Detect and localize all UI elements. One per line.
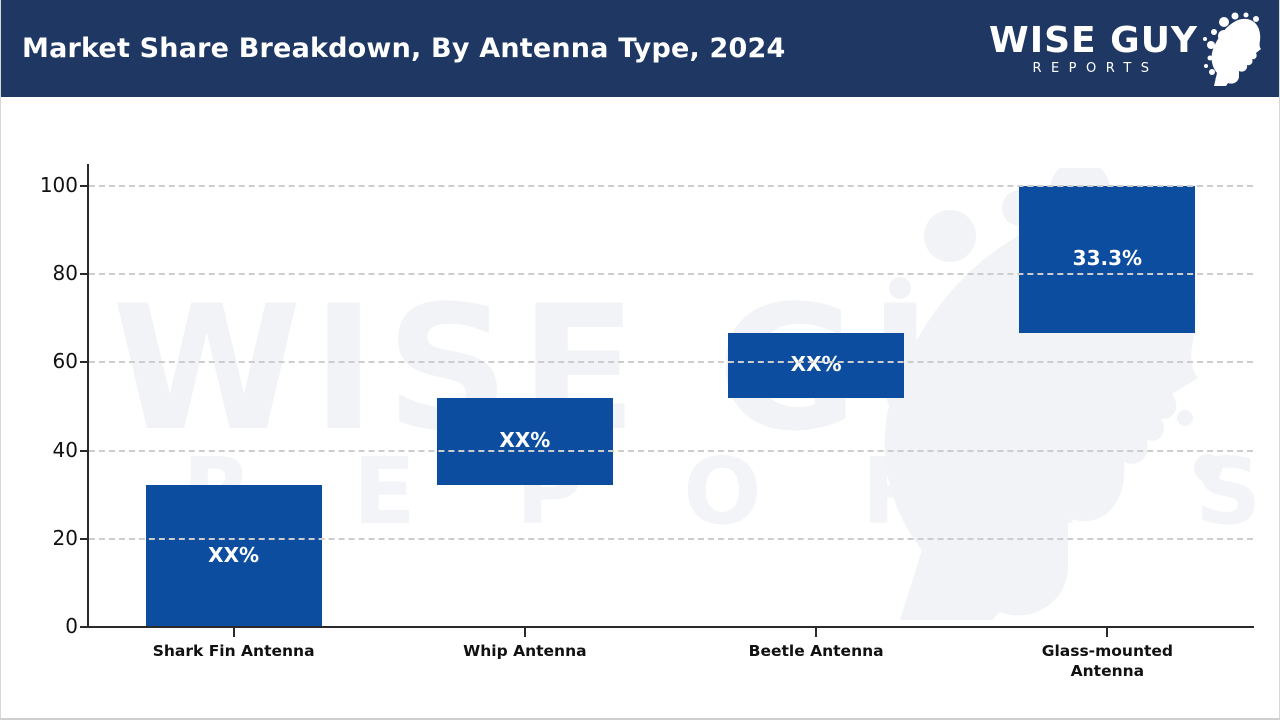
bar-value-label: 33.3%	[1072, 246, 1143, 271]
y-tick-60	[80, 361, 88, 364]
page-header: Market Share Breakdown, By Antenna Type,…	[0, 0, 1280, 97]
y-tick-0	[80, 626, 88, 628]
brand-logo: WISE GUY REPORTS	[989, 12, 1280, 86]
x-tick-shark-fin-antenna	[232, 628, 235, 637]
y-tick-label-20: 20	[52, 525, 78, 550]
y-tick-80	[80, 273, 88, 276]
bar-glass-mounted-antenna: 33.3%	[1019, 186, 1196, 333]
bar-beetle-antenna: XX%	[728, 332, 905, 398]
logo-wordmark: WISE GUY REPORTS	[988, 19, 1198, 76]
bar-value-label: XX%	[790, 352, 842, 377]
logo-subname: REPORTS	[1032, 60, 1159, 76]
page-title: Market Share Breakdown, By Antenna Type,…	[22, 33, 786, 64]
x-tick-whip-antenna	[523, 628, 526, 637]
gridline-80	[89, 273, 1253, 276]
bar-value-label: XX%	[208, 542, 260, 567]
gridline-100	[89, 185, 1253, 187]
y-tick-40	[80, 449, 88, 452]
x-tick-glass-mounted-antenna	[1106, 628, 1109, 637]
y-tick-label-40: 40	[52, 437, 78, 462]
logo-name: WISE GUY	[988, 19, 1198, 61]
y-tick-label-0: 0	[65, 614, 78, 638]
y-tick-20	[80, 537, 88, 540]
gridline-20	[89, 537, 1253, 540]
y-tick-label-60: 60	[52, 349, 78, 374]
bar-value-label: XX%	[499, 428, 551, 453]
x-tick-beetle-antenna	[815, 628, 818, 637]
y-axis-line	[87, 164, 89, 628]
y-tick-label-100: 100	[39, 173, 78, 197]
gridline-40	[89, 449, 1253, 452]
y-tick-100	[80, 185, 88, 187]
x-category-label-beetle-antenna: Beetle Antenna	[748, 642, 884, 660]
gridline-60	[89, 361, 1253, 364]
dotted-head-profile-icon	[1203, 12, 1261, 86]
bar-shark-fin-antenna: XX%	[145, 484, 322, 627]
x-category-label-shark-fin-antenna: Shark Fin Antenna	[152, 642, 315, 660]
x-category-label-whip-antenna: Whip Antenna	[463, 642, 587, 660]
y-tick-label-80: 80	[52, 261, 78, 286]
x-axis-line	[87, 626, 1254, 628]
bar-whip-antenna: XX%	[436, 397, 613, 485]
x-category-label-glass-mounted-antenna: Glass-mounted Antenna	[1041, 642, 1173, 680]
